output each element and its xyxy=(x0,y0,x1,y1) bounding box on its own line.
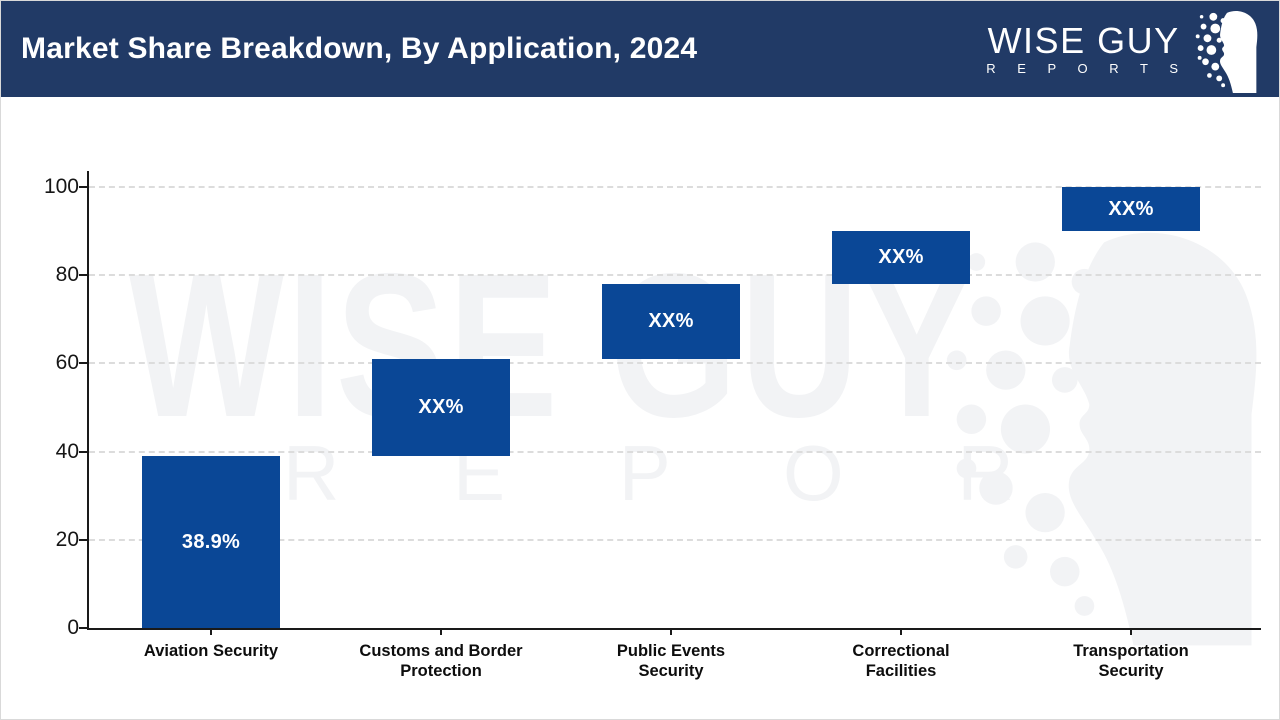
bar-1: XX% xyxy=(372,358,510,457)
bar-0: 38.9% xyxy=(142,456,280,628)
y-axis-labels: 0 20 40 60 80 100 xyxy=(1,175,79,639)
y-tick-100 xyxy=(79,186,87,188)
y-tick-label-60: 60 xyxy=(55,351,79,375)
header-band: Market Share Breakdown, By Application, … xyxy=(1,1,1279,97)
gridline-40 xyxy=(89,450,1261,453)
brand-logo: WISE GUY R E P O R T S xyxy=(980,1,1265,97)
y-tick-label-20: 20 xyxy=(55,527,79,551)
bar-4: XX% xyxy=(1062,187,1200,232)
gridline-20 xyxy=(89,538,1261,541)
x-tick-0 xyxy=(210,628,212,635)
page-title: Market Share Breakdown, By Application, … xyxy=(21,32,698,65)
gridline-60 xyxy=(89,362,1261,365)
brand-name: WISE GUY xyxy=(987,20,1180,61)
bar-2: XX% xyxy=(602,284,740,359)
x-tick-2 xyxy=(670,628,672,635)
category-label-1: Customs and Border Protection xyxy=(359,642,523,680)
y-axis-line xyxy=(87,171,89,628)
brand-head-icon xyxy=(1191,7,1265,95)
y-tick-40 xyxy=(79,450,87,453)
x-tick-4 xyxy=(1130,628,1132,635)
y-tick-0 xyxy=(79,627,87,629)
x-tick-1 xyxy=(440,628,442,635)
gridline-100 xyxy=(89,186,1261,188)
bar-value-label: XX% xyxy=(418,396,464,419)
x-tick-3 xyxy=(900,628,902,635)
category-label-3: Correctional Facilities xyxy=(852,642,950,680)
bar-value-label: XX% xyxy=(878,246,924,269)
brand-subtitle: R E P O R T S xyxy=(986,61,1187,76)
y-tick-label-100: 100 xyxy=(43,175,79,198)
x-axis-line xyxy=(87,628,1261,630)
category-label-2: Public Events Security xyxy=(616,642,726,680)
watermark-wiseguy-text: WISE GUY xyxy=(129,231,975,460)
bar-value-label: XX% xyxy=(648,310,694,332)
bar-value-label: 38.9% xyxy=(181,530,241,553)
y-tick-80 xyxy=(79,274,87,277)
watermark-head-icon xyxy=(937,169,1280,699)
plot-area: 38.9% XX% XX% XX% XX% xyxy=(79,186,1261,635)
y-tick-label-80: 80 xyxy=(55,263,79,287)
y-tick-20 xyxy=(79,538,87,541)
category-label-4: Transportation Security xyxy=(1073,642,1189,680)
y-tick-label-40: 40 xyxy=(55,439,79,463)
bar-value-label: XX% xyxy=(1108,197,1154,220)
y-tick-60 xyxy=(79,362,87,365)
y-tick-label-0: 0 xyxy=(67,616,79,639)
category-label-0: Aviation Security xyxy=(143,642,279,660)
brand-wordmark: WISE GUY R E P O R T S xyxy=(980,20,1187,77)
x-axis-labels: Aviation Security Customs and Border Prot… xyxy=(89,641,1261,701)
gridline-80 xyxy=(89,274,1261,277)
bar-3: XX% xyxy=(832,231,970,284)
